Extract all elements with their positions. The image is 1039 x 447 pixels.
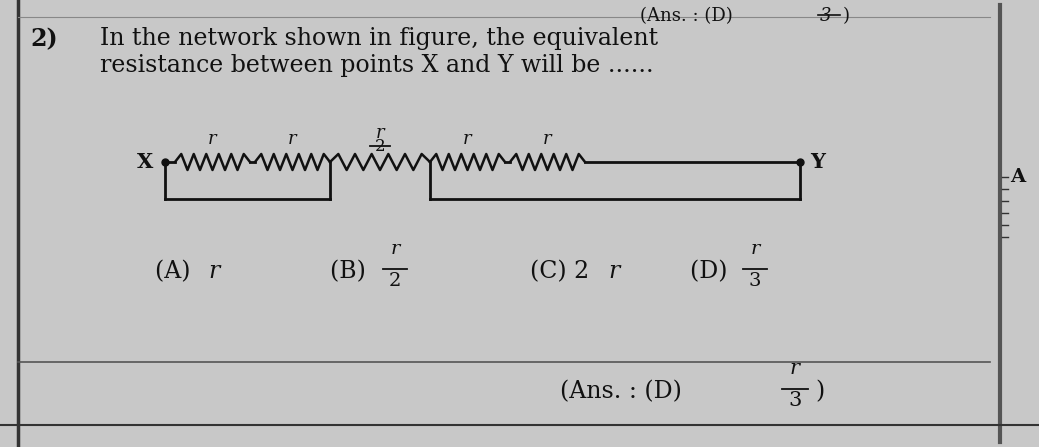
Text: r: r	[543, 130, 552, 148]
Text: In the network shown in figure, the equivalent: In the network shown in figure, the equi…	[100, 27, 658, 50]
Text: r: r	[288, 130, 297, 148]
Text: 2): 2)	[30, 27, 57, 51]
Text: r: r	[391, 240, 400, 258]
Text: (B): (B)	[330, 261, 373, 283]
Text: r: r	[208, 261, 219, 283]
Text: (A): (A)	[155, 261, 198, 283]
Text: r: r	[376, 124, 384, 142]
Text: (C) 2: (C) 2	[530, 261, 596, 283]
Text: 3: 3	[749, 272, 762, 290]
Text: (Ans. : (D): (Ans. : (D)	[560, 380, 689, 404]
Text: 2: 2	[375, 138, 385, 155]
Text: ): )	[815, 380, 824, 404]
Text: ): )	[843, 7, 850, 25]
Text: r: r	[208, 130, 217, 148]
Text: A: A	[1010, 168, 1025, 186]
Text: r: r	[608, 261, 619, 283]
Text: r: r	[750, 240, 760, 258]
Text: (Ans. : (D): (Ans. : (D)	[640, 7, 732, 25]
Text: (D): (D)	[690, 261, 735, 283]
Text: 2: 2	[389, 272, 401, 290]
Text: 3: 3	[789, 391, 802, 410]
Text: 3: 3	[820, 7, 831, 25]
Text: r: r	[463, 130, 472, 148]
Text: resistance between points X and Y will be ......: resistance between points X and Y will b…	[100, 54, 654, 77]
Text: Y: Y	[810, 152, 825, 172]
Text: X: X	[136, 152, 153, 172]
Text: r: r	[790, 359, 800, 378]
